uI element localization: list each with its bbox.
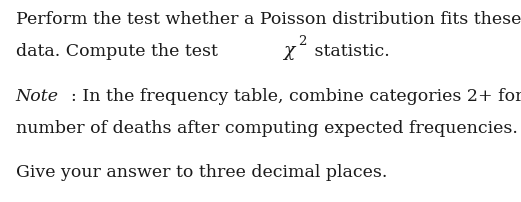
Text: data. Compute the test: data. Compute the test <box>16 43 223 60</box>
Text: Perform the test whether a Poisson distribution fits these: Perform the test whether a Poisson distr… <box>16 11 521 28</box>
Text: Note: Note <box>16 88 59 105</box>
Text: : In the frequency table, combine categories 2+ for the: : In the frequency table, combine catego… <box>71 88 521 105</box>
Text: number of deaths after computing expected frequencies.: number of deaths after computing expecte… <box>16 119 517 136</box>
Text: 2: 2 <box>298 35 306 47</box>
Text: χ: χ <box>283 42 294 60</box>
Text: Give your answer to three decimal places.: Give your answer to three decimal places… <box>16 163 387 180</box>
Text: statistic.: statistic. <box>309 43 389 60</box>
